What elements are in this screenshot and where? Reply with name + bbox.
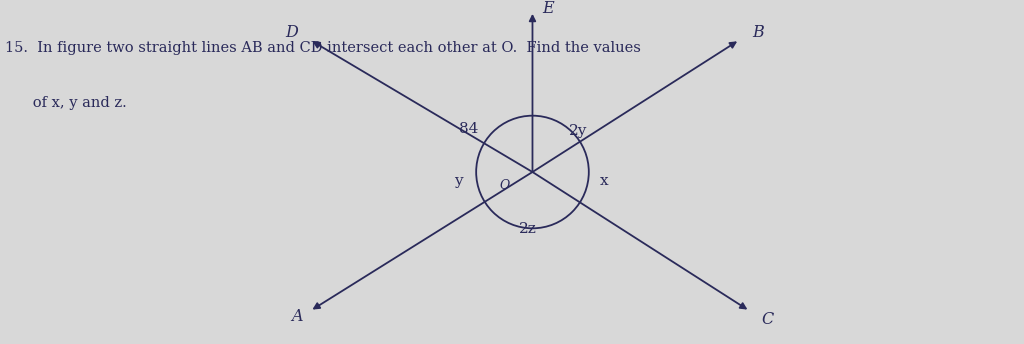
Text: A: A: [291, 308, 303, 325]
Text: B: B: [752, 24, 764, 41]
Text: 2z: 2z: [518, 222, 537, 236]
Text: of x, y and z.: of x, y and z.: [5, 96, 127, 110]
Text: 2y: 2y: [569, 124, 588, 138]
Text: 84: 84: [460, 122, 478, 136]
Text: O: O: [500, 179, 510, 192]
Text: 15.  In figure two straight lines AB and CD intersect each other at O.  Find the: 15. In figure two straight lines AB and …: [5, 41, 641, 55]
Text: E: E: [542, 0, 554, 17]
Text: y: y: [455, 174, 463, 187]
Text: D: D: [286, 24, 298, 41]
Text: x: x: [600, 174, 608, 187]
Text: C: C: [762, 311, 774, 329]
